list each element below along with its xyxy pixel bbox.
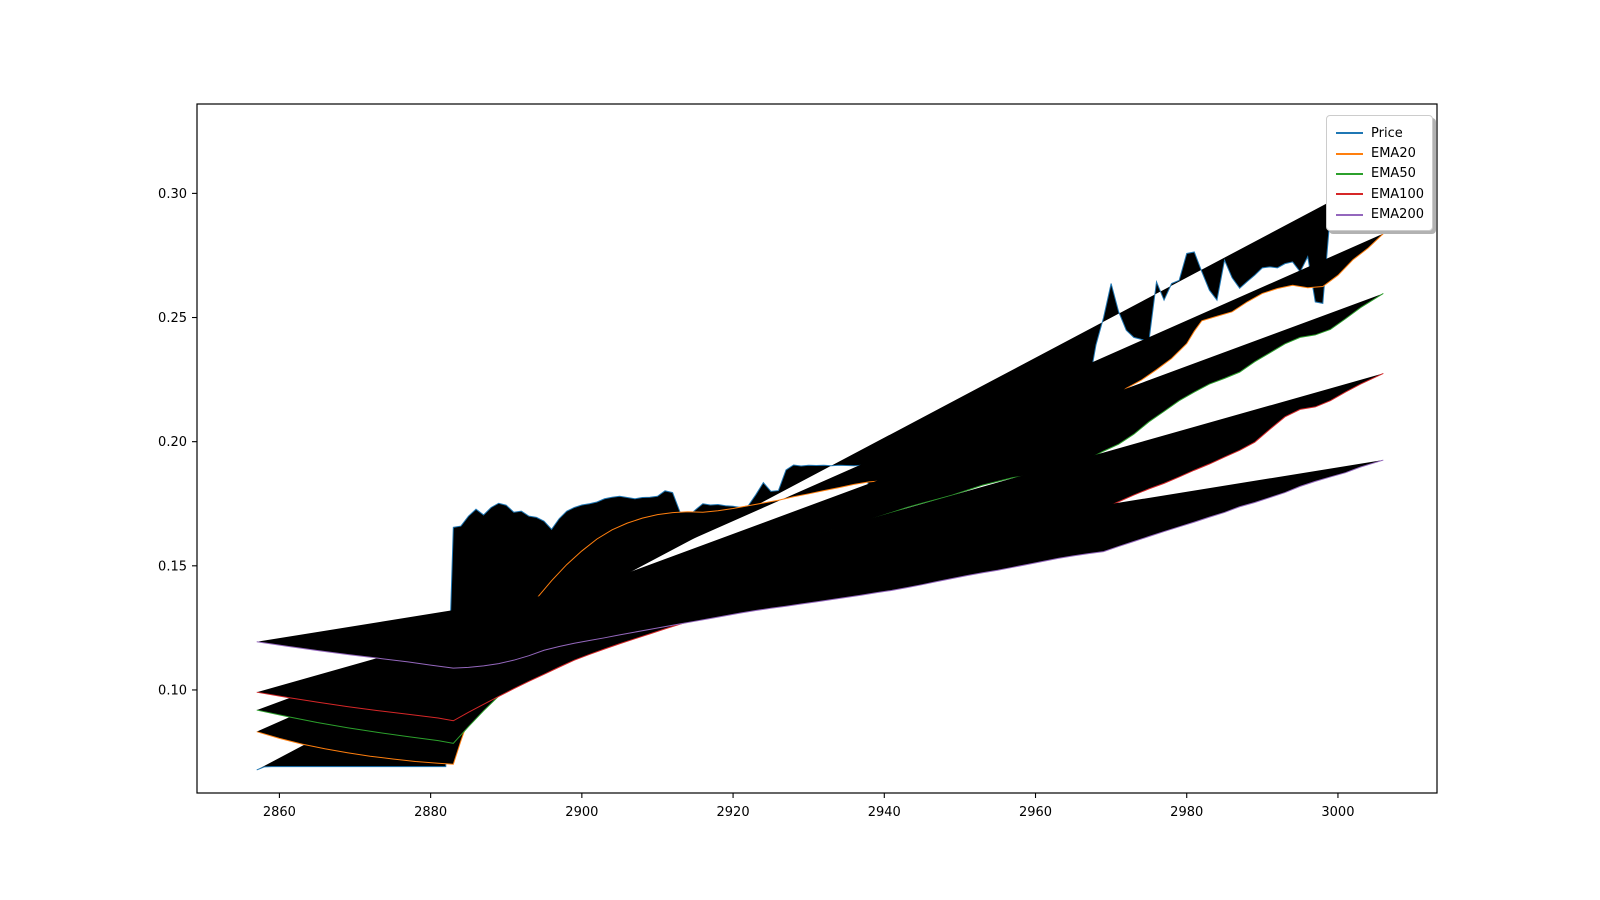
y-tick-label: 0.20 (158, 435, 187, 450)
y-tick-label: 0.15 (158, 559, 187, 574)
legend-label: EMA200 (1370, 207, 1424, 223)
x-tick-label: 2980 (1170, 805, 1203, 820)
series-line-price (256, 173, 1384, 771)
series-line-ema100 (256, 372, 1384, 722)
legend-line-sample-ema20 (1336, 152, 1363, 155)
legend-line-sample-ema100 (1336, 193, 1363, 196)
x-tick-label: 2900 (565, 805, 598, 820)
x-tick-label: 2960 (1019, 805, 1052, 820)
legend-line-sample-ema50 (1336, 172, 1363, 175)
y-tick-label: 0.10 (158, 683, 187, 698)
legend-label: EMA100 (1370, 186, 1424, 202)
y-tick-label: 0.30 (158, 187, 187, 202)
legend-entry-ema20: EMA20 (1336, 143, 1424, 163)
legend: Price EMA20 EMA50 EMA100 EMA200 (1326, 115, 1433, 231)
x-tick-label: 2920 (717, 805, 750, 820)
legend-label: Price (1371, 125, 1403, 141)
plot-spines (196, 103, 1438, 794)
legend-entry-price: Price (1336, 123, 1424, 143)
series-line-ema200 (256, 459, 1384, 669)
x-tick-label: 2940 (868, 805, 901, 820)
x-tick-label: 3000 (1321, 805, 1354, 820)
y-tick-label: 0.25 (158, 311, 187, 326)
legend-entry-ema50: EMA50 (1336, 164, 1424, 184)
x-tick-label: 2860 (263, 805, 296, 820)
legend-label: EMA50 (1371, 166, 1416, 182)
x-tick-label: 2880 (414, 805, 447, 820)
legend-line-sample-ema200 (1336, 213, 1363, 216)
legend-entry-ema200: EMA200 (1336, 205, 1424, 225)
legend-line-sample-price (1336, 132, 1363, 135)
legend-label: EMA20 (1371, 146, 1416, 162)
legend-entry-ema100: EMA100 (1336, 184, 1424, 204)
